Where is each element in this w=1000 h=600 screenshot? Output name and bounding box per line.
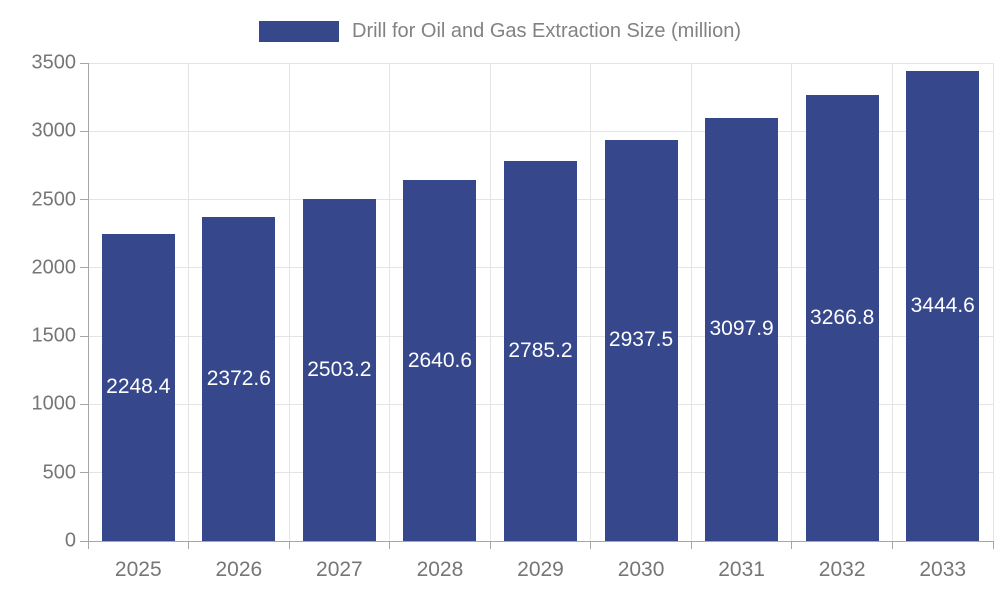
y-axis-tick [80,267,88,269]
bar-2027[interactable]: 2503.2 [302,199,376,541]
x-axis-category-label: 2026 [215,558,263,581]
legend-label: Drill for Oil and Gas Extraction Size (m… [352,20,741,42]
bar-2031[interactable]: 3097.9 [705,117,779,541]
x-axis-tick [590,541,592,549]
bar-2033[interactable]: 3444.6 [906,70,980,541]
y-axis-tick-label: 1500 [31,324,77,347]
bar-value-label: 2785.2 [508,338,573,362]
y-axis-tick [80,199,88,201]
x-axis-category-label: 2033 [919,558,967,581]
x-axis-tick [992,541,994,549]
y-axis-tick-label: 2500 [31,188,77,211]
x-axis-tick [791,541,793,549]
x-axis-category-label: 2028 [416,558,464,581]
x-axis-category-label: 2029 [517,558,564,581]
gridline-h [88,130,993,132]
x-axis-tick [891,541,893,549]
y-axis-tick-label: 0 [64,529,76,552]
x-axis-category-label: 2027 [316,558,363,581]
bar-2025[interactable]: 2248.4 [101,233,175,541]
gridline-v [489,63,491,541]
bar-value-label: 2248.4 [106,375,171,399]
y-axis-tick [80,335,88,337]
x-axis-tick [288,541,290,549]
y-axis-tick-label: 3000 [31,119,77,142]
gridline-v [791,63,793,541]
x-axis-line [88,540,993,542]
y-axis-tick [80,472,88,474]
bar-2028[interactable]: 2640.6 [403,180,477,541]
gridline-v [891,63,893,541]
gridline-v [690,63,692,541]
x-axis-category-label: 2032 [818,558,866,581]
x-axis-tick [690,541,692,549]
bar-2029[interactable]: 2785.2 [504,160,577,541]
y-axis-tick-label: 2000 [31,256,77,279]
bar-value-label: 3266.8 [810,305,875,329]
y-axis-tick [80,130,88,132]
gridline-v [288,63,290,541]
gridline-h [88,62,993,64]
x-axis-tick [389,541,391,549]
bar-value-label: 2503.2 [307,358,372,382]
bar-value-label: 2937.5 [608,328,674,352]
gridline-v [188,63,190,541]
bar-2030[interactable]: 2937.5 [604,139,678,541]
legend-swatch [259,21,339,42]
legend[interactable]: Drill for Oil and Gas Extraction Size (m… [0,20,1000,43]
x-axis-tick [188,541,190,549]
y-axis-tick-label: 3500 [31,51,77,74]
x-axis-category-label: 2031 [718,558,765,581]
y-axis-tick [80,62,88,64]
y-axis-tick-label: 1000 [31,392,77,415]
bar-2026[interactable]: 2372.6 [202,216,276,541]
bar-value-label: 3097.9 [709,317,774,341]
x-axis-tick [489,541,491,549]
bar-value-label: 3444.6 [910,293,975,317]
bar-value-label: 2640.6 [407,348,473,372]
y-axis-tick-label: 500 [42,461,76,484]
x-axis-category-label: 2030 [617,558,665,581]
gridline-v [992,63,994,541]
bar-value-label: 2372.6 [206,366,271,390]
gridline-v [590,63,592,541]
x-axis-category-label: 2025 [114,558,162,581]
y-axis-tick [80,540,88,542]
gridline-v [389,63,391,541]
y-axis-tick [80,403,88,405]
bar-2032[interactable]: 3266.8 [805,94,879,541]
y-axis-line [87,63,89,549]
